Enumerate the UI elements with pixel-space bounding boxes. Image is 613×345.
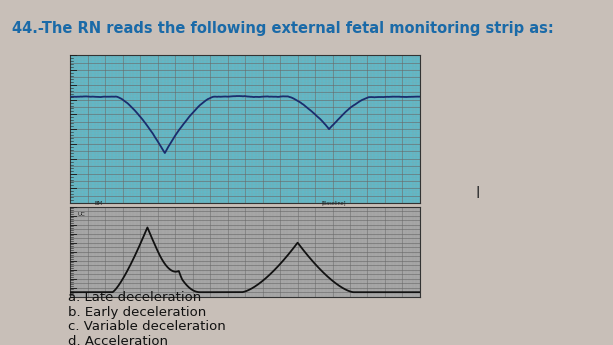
Text: c. Variable deceleration: c. Variable deceleration xyxy=(69,320,226,333)
Text: I: I xyxy=(476,186,481,201)
Text: BM: BM xyxy=(95,201,103,206)
Text: UC: UC xyxy=(77,212,85,217)
Text: a. Late deceleration: a. Late deceleration xyxy=(69,292,202,304)
Text: b. Early deceleration: b. Early deceleration xyxy=(69,306,207,319)
Text: d. Acceleration: d. Acceleration xyxy=(69,335,169,345)
Text: [Baseline]: [Baseline] xyxy=(322,201,346,206)
Text: 44.-The RN reads the following external fetal monitoring strip as:: 44.-The RN reads the following external … xyxy=(12,21,554,36)
